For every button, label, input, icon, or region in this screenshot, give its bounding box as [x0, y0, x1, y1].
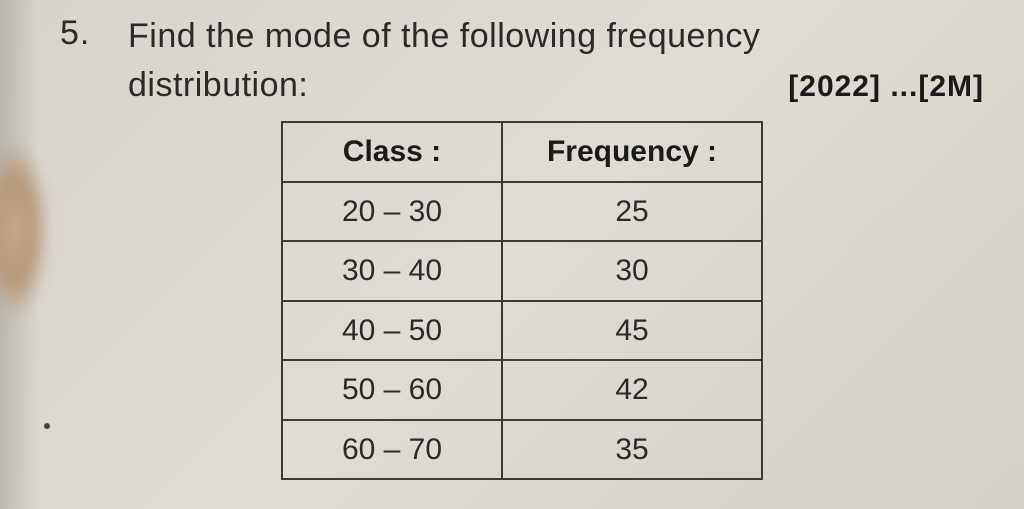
cell-class: 30 – 40 — [282, 241, 502, 301]
cell-class: 40 – 50 — [282, 301, 502, 361]
table-row: 60 – 70 35 — [282, 420, 762, 480]
cell-class: 60 – 70 — [282, 420, 502, 480]
cell-frequency: 42 — [502, 360, 762, 420]
question-year: [2022] — [788, 70, 881, 103]
header-class: Class : — [282, 122, 502, 182]
cell-class: 20 – 30 — [282, 182, 502, 242]
page-content: 5. Find the mode of the following freque… — [0, 0, 1024, 500]
cell-frequency: 45 — [502, 301, 762, 361]
question-number: 5. — [60, 14, 104, 53]
table-row: 20 – 30 25 — [282, 182, 762, 242]
question-text-line1: Find the mode of the following frequency — [128, 14, 984, 58]
year-marks: [2022] ...[2M] — [788, 70, 984, 104]
header-frequency: Frequency : — [502, 122, 762, 182]
table-row: 30 – 40 30 — [282, 241, 762, 301]
table-wrap: Class : Frequency : 20 – 30 25 30 – 40 3… — [60, 121, 984, 480]
question-text-block: Find the mode of the following frequency… — [128, 14, 984, 105]
bullet-dot — [44, 423, 50, 429]
table-header-row: Class : Frequency : — [282, 122, 762, 182]
question-marks: ...[2M] — [890, 70, 984, 103]
table-row: 40 – 50 45 — [282, 301, 762, 361]
cell-frequency: 25 — [502, 182, 762, 242]
cell-class: 50 – 60 — [282, 360, 502, 420]
table-row: 50 – 60 42 — [282, 360, 762, 420]
cell-frequency: 35 — [502, 420, 762, 480]
question-row: 5. Find the mode of the following freque… — [60, 14, 984, 105]
question-text-line2: distribution: — [128, 66, 308, 105]
frequency-table: Class : Frequency : 20 – 30 25 30 – 40 3… — [281, 121, 763, 480]
cell-frequency: 30 — [502, 241, 762, 301]
question-line2-row: distribution: [2022] ...[2M] — [128, 66, 984, 105]
